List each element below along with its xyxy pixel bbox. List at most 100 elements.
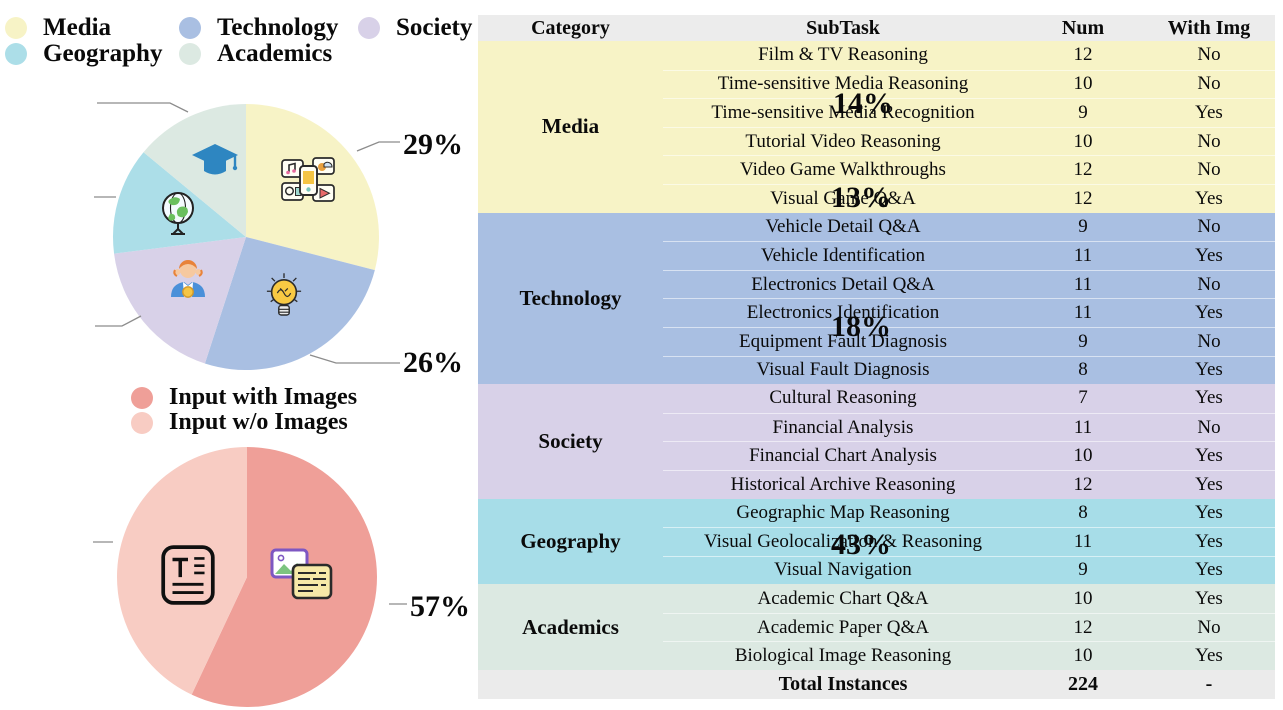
with-img-cell: No [1197, 215, 1221, 237]
subtask-cell: Visual Navigation [774, 559, 912, 581]
category-cell: Media [541, 114, 600, 139]
table-row: Film & TV Reasoning 12 No [663, 41, 1275, 70]
leader-line [97, 102, 189, 113]
legend-swatch-academics [179, 43, 201, 65]
group-rows: Film & TV Reasoning 12 No Time-sensitive Me… [663, 41, 1275, 213]
leader-line [95, 315, 142, 327]
num-cell: 10 [1073, 587, 1093, 609]
subtask-cell: Academic Chart Q&A [757, 587, 929, 609]
table-group-media: Media Film & TV Reasoning 12 No Time-sensiti… [478, 41, 1275, 213]
with-img-cell: Yes [1195, 187, 1223, 209]
pct-label-input-w-o-images: 43% [831, 528, 891, 561]
person-medal-icon [166, 257, 210, 301]
image-note-icon [269, 547, 335, 605]
num-cell: 11 [1073, 530, 1093, 552]
num-cell: 10 [1073, 73, 1093, 95]
table-row: Visual Navigation 9 Yes [663, 555, 1275, 585]
subtask-cell: Historical Archive Reasoning [730, 473, 956, 495]
with-img-cell: Yes [1195, 645, 1223, 667]
table-total-row: Total Instances 224 - [478, 670, 1275, 699]
text-document-icon [159, 544, 217, 606]
table-row: Time-sensitive Media Reasoning 10 No [663, 69, 1275, 99]
num-cell: 11 [1073, 273, 1093, 295]
table-body: Media Film & TV Reasoning 12 No Time-sensiti… [478, 41, 1275, 671]
subtask-table: Category SubTask Num With Img Media Film … [478, 15, 1275, 699]
with-img-cell: Yes [1195, 101, 1223, 123]
legend-label: Technology [217, 14, 339, 41]
table-group-technology: Technology Vehicle Detail Q&A 9 No Vehicle I… [478, 212, 1275, 385]
category-cell: Geography [520, 528, 621, 553]
table-row: Electronics Identification 11 Yes [663, 298, 1275, 327]
pie-slice-academics [143, 103, 246, 237]
subtask-cell: Time-sensitive Media Recognition [711, 101, 975, 123]
with-img-cell: Yes [1195, 501, 1223, 523]
table-row: Academic Paper Q&A 12 No [663, 612, 1275, 642]
table-row: Tutorial Video Reasoning 10 No [663, 126, 1275, 156]
num-cell: 9 [1078, 330, 1088, 352]
legend-swatch-media [5, 17, 27, 39]
legend-item-society: Society [358, 14, 472, 42]
subtask-cell: Time-sensitive Media Reasoning [717, 73, 969, 95]
subtask-cell: Academic Paper Q&A [757, 616, 929, 638]
col-header-with-img: With Img [1167, 16, 1251, 39]
graduation-cap-icon [191, 143, 239, 183]
table-group-society: Society Cultural Reasoning 7 Yes Financial A… [478, 384, 1275, 499]
group-rows: Cultural Reasoning 7 Yes Financial Analysis… [663, 384, 1275, 498]
num-cell: 8 [1078, 501, 1088, 523]
legend-item-input-w-o-images: Input w/o Images [131, 409, 348, 436]
with-img-cell: No [1197, 330, 1221, 352]
legend-item-input-with-images: Input with Images [131, 384, 357, 411]
group-rows: Geographic Map Reasoning 8 Yes Visual Geolo… [663, 499, 1275, 585]
category-cell: Academics [522, 614, 619, 639]
subtask-cell: Vehicle Identification [760, 244, 926, 266]
leader-line [356, 141, 400, 152]
lightbulb-icon [265, 272, 303, 320]
total-num: 224 [1068, 672, 1098, 695]
num-cell: 11 [1073, 302, 1093, 324]
table-group-geography: Geography Geographic Map Reasoning 8 Yes Vis… [478, 498, 1275, 585]
legend-item-media: Media [5, 14, 111, 42]
subtask-cell: Electronics Identification [746, 302, 940, 324]
num-cell: 11 [1073, 244, 1093, 266]
total-with-img: - [1205, 672, 1213, 695]
with-img-cell: Yes [1195, 473, 1223, 495]
table-row: Historical Archive Reasoning 12 Yes [663, 469, 1275, 499]
subtask-cell: Geographic Map Reasoning [736, 501, 950, 523]
num-cell: 7 [1078, 387, 1088, 409]
table-row: Academic Chart Q&A 10 Yes [663, 584, 1275, 613]
table-row: Vehicle Detail Q&A 9 No [663, 213, 1275, 242]
subtask-cell: Financial Chart Analysis [749, 445, 937, 467]
total-label: Total Instances [778, 672, 908, 695]
num-cell: 10 [1073, 645, 1093, 667]
with-img-cell: No [1197, 159, 1221, 181]
num-cell: 8 [1078, 359, 1088, 381]
with-img-cell: No [1197, 130, 1221, 152]
with-img-cell: No [1197, 416, 1221, 438]
legend-label: Society [396, 14, 473, 41]
legend-swatch-society [358, 17, 380, 39]
pct-label-geography: 13% [831, 181, 891, 214]
legend-swatch-input-with-images [131, 386, 153, 409]
subtask-cell: Visual Game Q&A [770, 187, 916, 209]
legend-label: Input with Images [169, 384, 358, 410]
subtask-cell: Vehicle Detail Q&A [765, 215, 921, 237]
col-header-num: Num [1061, 16, 1105, 39]
legend-swatch-geography [5, 43, 27, 65]
table-row: Time-sensitive Media Recognition 9 Yes [663, 98, 1275, 127]
pct-label-input-with-images: 57% [410, 590, 470, 623]
with-img-cell: No [1197, 73, 1221, 95]
num-cell: 11 [1073, 416, 1093, 438]
group-rows: Academic Chart Q&A 10 Yes Academic Paper Q&… [663, 584, 1275, 670]
group-rows: Vehicle Detail Q&A 9 No Vehicle Identificat… [663, 213, 1275, 385]
table-row: Geographic Map Reasoning 8 Yes [663, 499, 1275, 528]
globe-icon [158, 190, 198, 237]
with-img-cell: No [1197, 273, 1221, 295]
pct-label-technology: 26% [403, 346, 463, 379]
table-row: Visual Game Q&A 12 Yes [663, 183, 1275, 213]
table-row: Video Game Walkthroughs 12 No [663, 155, 1275, 184]
subtask-cell: Electronics Detail Q&A [751, 273, 935, 295]
num-cell: 12 [1073, 159, 1093, 181]
legend-item-geography: Geography [5, 40, 162, 68]
with-img-cell: Yes [1195, 530, 1223, 552]
